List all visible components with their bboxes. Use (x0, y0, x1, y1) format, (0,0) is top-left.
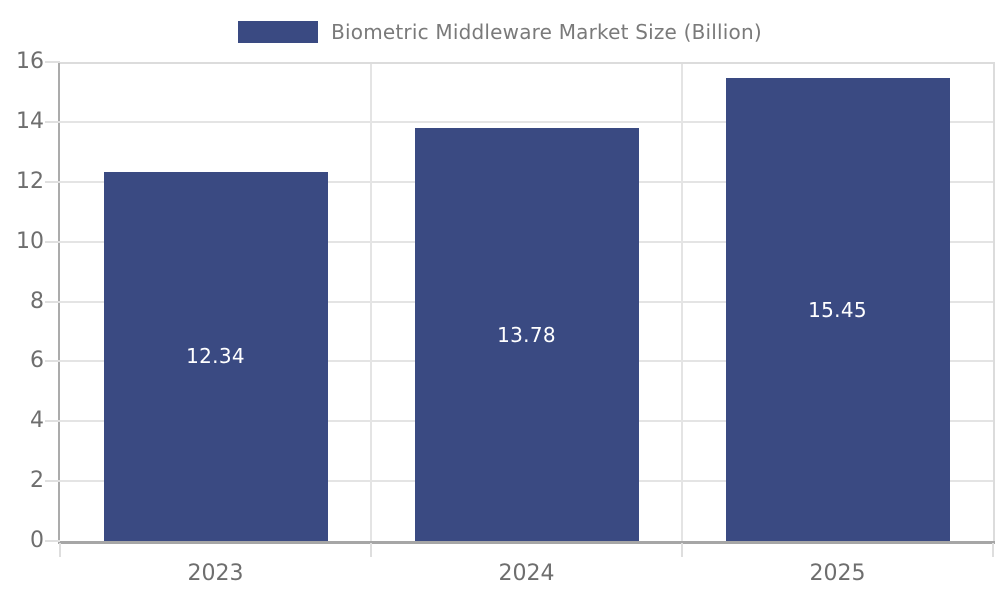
legend-label: Biometric Middleware Market Size (Billio… (331, 20, 762, 44)
y-tick-mark (45, 61, 60, 63)
x-tick-mark (681, 543, 683, 557)
plot-area: 12.34 13.78 15.45 (60, 62, 993, 541)
y-tick-mark (45, 540, 60, 542)
y-tick-label: 2 (30, 468, 44, 494)
bottom-spine (58, 541, 995, 544)
y-tick-label: 14 (16, 108, 44, 134)
y-tick-label: 4 (30, 408, 44, 434)
y-tick-mark (45, 300, 60, 303)
bar-2023: 12.34 (103, 171, 328, 541)
y-tick-label: 6 (30, 348, 44, 374)
legend-swatch (238, 21, 319, 43)
y-tick-mark (45, 240, 60, 243)
y-tick-label: 0 (30, 528, 44, 553)
x-tick-mark (370, 543, 372, 557)
y-tick-label: 8 (30, 288, 44, 314)
y-tick-label: 12 (16, 168, 44, 194)
y-tick-label: 10 (16, 228, 44, 254)
chart-legend: Biometric Middleware Market Size (Billio… (0, 20, 1000, 44)
v-gridline (370, 62, 372, 541)
y-tick-mark (45, 180, 60, 183)
v-gridline (681, 62, 683, 541)
left-spine (58, 62, 60, 544)
y-tick-mark (45, 480, 60, 483)
y-tick-mark (45, 120, 60, 123)
x-tick-label: 2025 (809, 561, 866, 586)
x-tick-mark (992, 543, 994, 557)
y-tick-mark (45, 420, 60, 423)
top-spine (60, 62, 993, 64)
bar-value-label: 13.78 (497, 322, 556, 347)
h-gridline (60, 120, 993, 123)
y-tick-mark (45, 360, 60, 363)
x-tick-label: 2024 (498, 561, 555, 586)
x-tick-label: 2023 (187, 561, 244, 586)
bar-2025: 15.45 (725, 78, 950, 541)
bar-value-label: 15.45 (808, 297, 867, 322)
bar-2024: 13.78 (414, 128, 639, 541)
x-tick-mark (59, 543, 61, 557)
bar-value-label: 12.34 (186, 344, 245, 369)
y-tick-label: 16 (16, 49, 44, 74)
right-spine (993, 62, 995, 541)
